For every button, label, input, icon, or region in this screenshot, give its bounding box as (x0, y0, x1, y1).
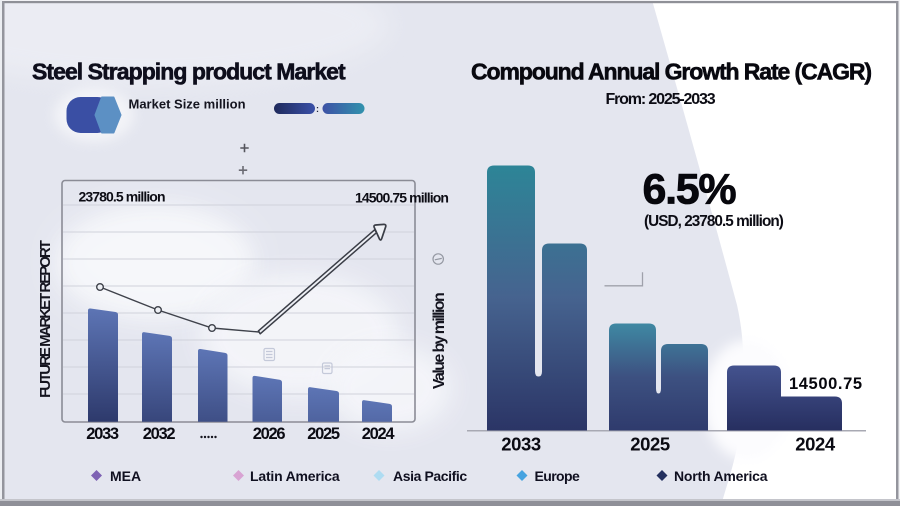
svg-text:Value by million: Value by million (431, 293, 448, 389)
svg-text:FUTURE MARKET REPORT: FUTURE MARKET REPORT (37, 240, 54, 398)
svg-text:Steel Strapping product Market: Steel Strapping product Market (32, 59, 346, 85)
svg-text:Compound Annual Growth Rate (C: Compound Annual Growth Rate (CAGR) (471, 58, 871, 84)
svg-text:From: 2025-2033: From: 2025-2033 (605, 91, 715, 108)
svg-text:Market Size million: Market Size million (129, 96, 246, 111)
svg-text:(USD, 23780.5 million): (USD, 23780.5 million) (644, 213, 784, 230)
svg-text:Latin America: Latin America (250, 468, 340, 484)
svg-text:Asia Pacific: Asia Pacific (393, 468, 467, 484)
svg-text:2026: 2026 (253, 425, 286, 443)
svg-text:2025: 2025 (307, 425, 340, 443)
svg-text:23780.5 million: 23780.5 million (79, 189, 165, 205)
svg-text:2024: 2024 (795, 434, 836, 455)
svg-text:MEA: MEA (110, 468, 141, 484)
svg-text:2032: 2032 (143, 425, 176, 443)
svg-text:North America: North America (674, 468, 768, 484)
svg-text::: : (316, 104, 319, 114)
svg-text:14500.75: 14500.75 (789, 375, 863, 393)
svg-text:14500.75 million: 14500.75 million (355, 190, 448, 206)
svg-text:2033: 2033 (86, 425, 119, 443)
svg-text:2033: 2033 (501, 434, 541, 455)
svg-text:2024: 2024 (362, 425, 396, 443)
svg-text:6.5%: 6.5% (643, 166, 737, 214)
svg-text:2025: 2025 (630, 434, 670, 455)
svg-text:Europe: Europe (535, 468, 580, 484)
